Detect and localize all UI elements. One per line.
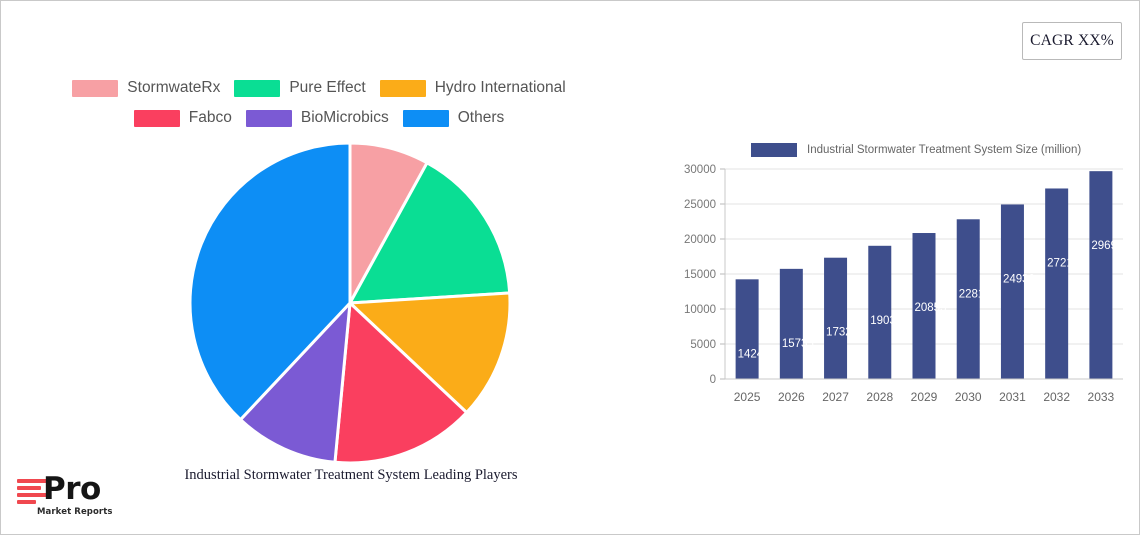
bar-chart-svg: 0 5000 10000 15000 20000 25000 30000 14240 1573… xyxy=(684,164,1123,404)
legend-item-pure-effect: Pure Effect xyxy=(234,79,366,97)
y-axis-tick-label: 15000 xyxy=(684,269,716,281)
pie-legend: StormwateRx Pure Effect Hydro Internatio… xyxy=(19,73,619,133)
legend-label: Industrial Stormwater Treatment System S… xyxy=(807,144,1082,156)
x-axis-category-label: 2032 xyxy=(1043,390,1070,404)
legend-label: BioMicrobics xyxy=(300,109,389,126)
legend-swatch-icon xyxy=(234,79,281,97)
bar-value-label: 20855 xyxy=(915,302,947,314)
logo-bar-icon xyxy=(17,479,47,483)
y-axis-tick-label: 25000 xyxy=(684,199,716,211)
bar-chart: Industrial Stormwater Treatment System S… xyxy=(673,143,1125,411)
bar-value-label: 24932 xyxy=(1003,273,1035,285)
logo-bar-icon xyxy=(17,486,41,490)
x-axis-category-label: 2026 xyxy=(778,390,805,404)
x-axis-category-label: 2029 xyxy=(911,390,938,404)
pie-slice xyxy=(189,142,352,422)
pie-slice xyxy=(348,291,511,415)
y-axis-tick-label: 0 xyxy=(710,374,716,386)
legend-item-biomicrobics: BioMicrobics xyxy=(245,109,389,127)
bar-value-label: 29690 xyxy=(1091,240,1123,252)
x-axis-category-label: 2028 xyxy=(866,390,893,404)
pie-slice xyxy=(238,301,352,464)
logo-bar-icon xyxy=(17,500,36,504)
x-axis-category-label: 2027 xyxy=(822,390,849,404)
legend-swatch-icon xyxy=(245,109,292,127)
legend-label: Fabco xyxy=(188,109,232,126)
pie-legend-row: Fabco BioMicrobics Others xyxy=(19,103,619,133)
x-axis-category-label: 2033 xyxy=(1088,390,1115,404)
y-axis-tick-label: 10000 xyxy=(684,304,716,316)
bar-value-label: 17328 xyxy=(826,327,858,339)
legend-item-stormwaterx: StormwateRx xyxy=(72,79,220,97)
y-axis-tick-label: 20000 xyxy=(684,234,716,246)
legend-label: Others xyxy=(457,109,505,126)
logo-wordmark: Pro xyxy=(43,471,101,507)
pie-slice xyxy=(333,301,469,464)
bar-value-label: 19030 xyxy=(870,315,902,327)
logo-tagline: Market Reports xyxy=(37,507,113,517)
legend-swatch-icon xyxy=(133,109,180,127)
pie-chart xyxy=(189,142,511,464)
bar-value-label: 27217 xyxy=(1047,257,1079,269)
bar xyxy=(824,257,848,379)
bar xyxy=(1089,171,1113,379)
y-axis-tick-label: 5000 xyxy=(690,339,716,351)
legend-swatch-icon xyxy=(751,143,797,157)
x-axis-category-label: 2025 xyxy=(734,390,761,404)
cagr-badge-label: CAGR XX% xyxy=(1030,32,1114,49)
legend-label: Hydro International xyxy=(434,79,566,96)
x-axis-category-label: 2030 xyxy=(955,390,982,404)
y-axis-tick-label: 30000 xyxy=(684,164,716,176)
logo-bar-icon xyxy=(17,493,47,497)
bar-value-label: 22817 xyxy=(959,288,991,300)
bar xyxy=(912,233,936,379)
bar xyxy=(1045,188,1069,379)
legend-item-hydro-international: Hydro International xyxy=(379,79,566,97)
legend-label: Pure Effect xyxy=(289,79,366,96)
pie-chart-title: Industrial Stormwater Treatment System L… xyxy=(184,467,518,483)
legend-label: StormwateRx xyxy=(127,79,221,96)
pie-legend-row: StormwateRx Pure Effect Hydro Internatio… xyxy=(19,73,619,103)
bar xyxy=(868,245,892,379)
legend-swatch-icon xyxy=(72,79,119,97)
legend-item-others: Others xyxy=(402,109,505,127)
bar xyxy=(956,219,980,379)
bar-value-label: 15735 xyxy=(782,338,814,350)
logo: Pro Market Reports xyxy=(17,471,113,523)
bar-value-label: 14240 xyxy=(738,348,770,360)
legend-swatch-icon xyxy=(379,79,426,97)
pie-chart-svg xyxy=(189,142,511,464)
bar xyxy=(735,279,759,379)
legend-item-fabco: Fabco xyxy=(133,109,232,127)
pie-slice xyxy=(348,161,511,305)
bar xyxy=(779,268,803,379)
x-axis-category-label: 2031 xyxy=(999,390,1026,404)
legend-swatch-icon xyxy=(402,109,449,127)
cagr-badge: CAGR XX% xyxy=(1022,22,1122,60)
bar xyxy=(1000,204,1024,379)
logo-bars-icon: Pro xyxy=(17,471,113,507)
bar-chart-legend: Industrial Stormwater Treatment System S… xyxy=(751,143,1081,157)
